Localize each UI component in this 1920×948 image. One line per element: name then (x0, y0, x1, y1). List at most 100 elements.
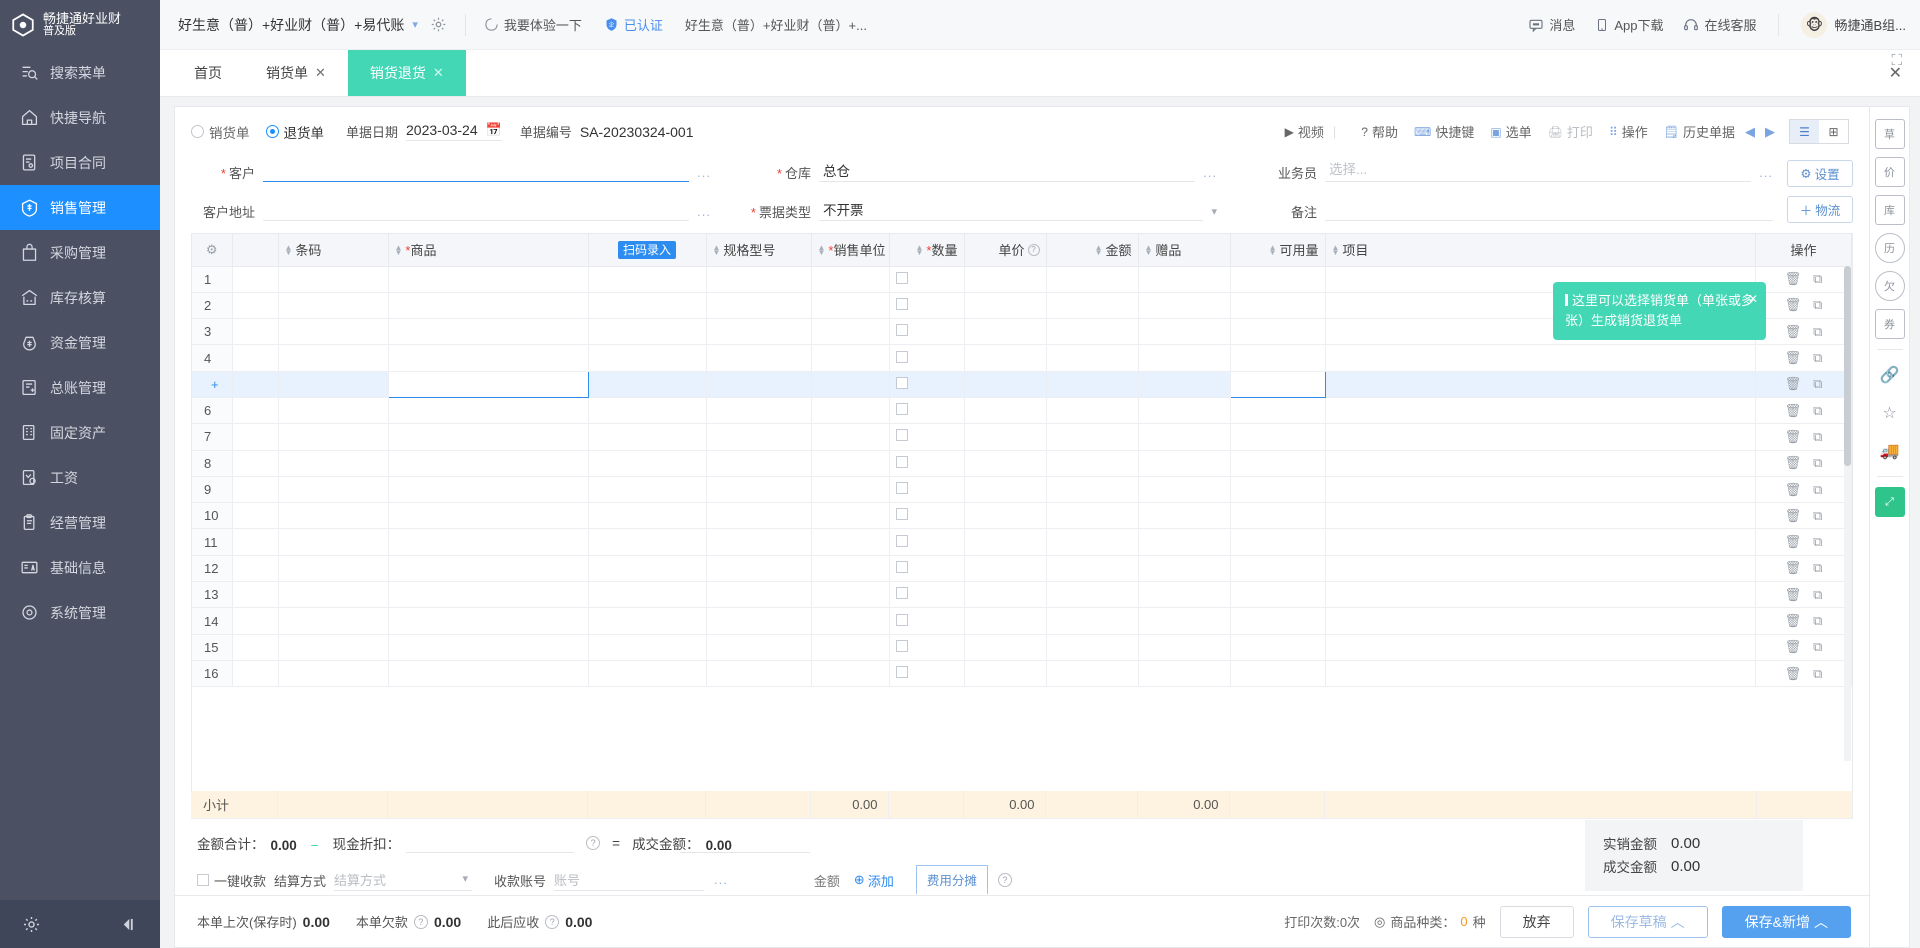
chevron-left-icon[interactable]: ◀ (1745, 123, 1755, 139)
cell[interactable] (278, 607, 389, 635)
cell[interactable] (889, 450, 965, 477)
trash-icon[interactable]: 🗑 (1784, 323, 1802, 339)
question-circle-icon[interactable]: ? (586, 836, 601, 850)
trash-icon[interactable]: 🗑 (1784, 534, 1802, 550)
sort-icon[interactable]: ▲ ▼ (394, 242, 403, 257)
remark-input[interactable] (1325, 197, 1773, 221)
sort-icon[interactable]: ▲ ▼ (1268, 242, 1277, 257)
cell[interactable] (811, 397, 890, 425)
cell[interactable] (964, 371, 1047, 398)
cell[interactable] (588, 660, 707, 688)
cell[interactable] (811, 292, 890, 320)
app-download-button[interactable]: App下载 (1595, 15, 1663, 34)
cell[interactable] (706, 502, 812, 530)
sort-icon[interactable]: ▲ ▼ (817, 242, 826, 257)
cell[interactable] (1138, 344, 1231, 372)
table-row[interactable]: 8 🗑 ⧉ (192, 450, 1852, 477)
org-selector[interactable]: 好生意（普）+好业财（普）+易代账 ▾ (178, 15, 418, 35)
cell[interactable] (811, 555, 890, 583)
calendar-icon[interactable]: 📅 (485, 122, 502, 137)
copy-icon[interactable]: ⧉ (1813, 665, 1823, 681)
question-circle-icon[interactable]: ? (1027, 243, 1040, 256)
cell[interactable] (706, 660, 812, 688)
cell[interactable] (1230, 266, 1326, 293)
cell[interactable] (964, 344, 1047, 372)
logistics-icon[interactable]: 🚚 (1879, 443, 1900, 460)
doc-type-radio-1[interactable]: 退货单 (265, 122, 324, 142)
cell[interactable] (232, 450, 279, 477)
coupon-icon[interactable]: 券 (1874, 309, 1905, 339)
gift-checkbox[interactable] (895, 429, 908, 442)
trash-icon[interactable]: 🗑 (1784, 613, 1802, 628)
sort-icon[interactable]: ▲ ▼ (1144, 242, 1153, 257)
doc-toolbar-视频[interactable]: ▶ 视频 (1285, 122, 1324, 141)
cell[interactable] (706, 318, 812, 346)
cell[interactable] (588, 292, 707, 320)
cell[interactable] (811, 634, 890, 661)
cell[interactable] (1230, 476, 1326, 504)
gift-checkbox[interactable] (895, 666, 908, 679)
cell[interactable] (278, 371, 389, 398)
cell[interactable] (278, 660, 389, 688)
cell[interactable] (706, 450, 812, 477)
cell[interactable] (588, 266, 707, 293)
cell[interactable] (1325, 423, 1756, 451)
cell[interactable] (1138, 266, 1231, 293)
customer-input[interactable] (263, 158, 690, 182)
tab-close-icon[interactable]: ✕ (315, 65, 326, 80)
cell[interactable] (706, 555, 812, 583)
discard-button[interactable]: 放弃 (1499, 905, 1574, 938)
table-row[interactable]: 2 🗑 ⧉ (192, 292, 1852, 320)
doc-toolbar-操作[interactable]: ⠿ 操作 (1609, 122, 1648, 141)
sort-icon[interactable]: ▲ ▼ (1331, 242, 1340, 257)
cell[interactable] (232, 581, 279, 609)
copy-icon[interactable]: ⧉ (1813, 297, 1823, 313)
cell[interactable] (278, 344, 389, 372)
cell[interactable] (1230, 581, 1326, 609)
table-row[interactable]: 7 🗑 ⧉ (192, 423, 1852, 451)
cell[interactable] (1046, 423, 1139, 451)
cell[interactable] (278, 581, 389, 609)
cell[interactable] (278, 555, 389, 583)
gift-checkbox[interactable] (895, 376, 908, 389)
question-circle-icon-3[interactable]: ? (413, 914, 428, 929)
cell[interactable] (1138, 555, 1231, 583)
cell[interactable] (388, 555, 589, 583)
cell[interactable] (588, 450, 707, 477)
gift-checkbox[interactable] (895, 560, 908, 573)
cell[interactable] (1046, 528, 1139, 556)
cell[interactable] (1046, 502, 1139, 530)
cell[interactable] (588, 344, 707, 372)
cell[interactable] (964, 502, 1047, 530)
onekey-checkbox[interactable] (197, 873, 214, 888)
cell[interactable] (232, 528, 279, 556)
cell[interactable] (889, 555, 965, 583)
gift-checkbox[interactable] (895, 271, 908, 284)
cell[interactable] (706, 476, 812, 504)
question-circle-icon-4[interactable]: ? (545, 914, 560, 929)
table-row[interactable]: 11 🗑 ⧉ (192, 528, 1852, 556)
sort-icon[interactable]: ▲ ▼ (712, 242, 721, 257)
customer-addr-input[interactable] (263, 197, 690, 221)
doc-toolbar-打印[interactable]: 🖨 打印 (1548, 122, 1593, 141)
cell[interactable] (1229, 370, 1326, 398)
cell[interactable] (388, 397, 589, 425)
cell[interactable] (706, 292, 812, 320)
copy-icon[interactable]: ⧉ (1813, 560, 1823, 576)
cell[interactable] (889, 423, 965, 451)
table-row[interactable]: 9 🗑 ⧉ (192, 476, 1852, 504)
sidebar-item-10[interactable]: 经营管理 (0, 500, 160, 545)
cell[interactable] (964, 555, 1047, 583)
trash-icon[interactable]: 🗑 (1784, 376, 1802, 392)
trash-icon[interactable]: 🗑 (1784, 271, 1802, 287)
sidebar-item-7[interactable]: 总账管理 (0, 365, 160, 410)
cell[interactable] (706, 528, 812, 556)
cell[interactable] (964, 450, 1047, 477)
warehouse-input[interactable] (819, 158, 1196, 182)
cell[interactable] (1138, 450, 1231, 477)
doc-toolbar-选单[interactable]: ▣ 选单 (1490, 122, 1531, 141)
copy-icon[interactable]: ⧉ (1813, 507, 1823, 523)
copy-icon[interactable]: ⧉ (1813, 376, 1823, 392)
cell[interactable] (889, 344, 965, 372)
cell[interactable] (1325, 555, 1756, 583)
